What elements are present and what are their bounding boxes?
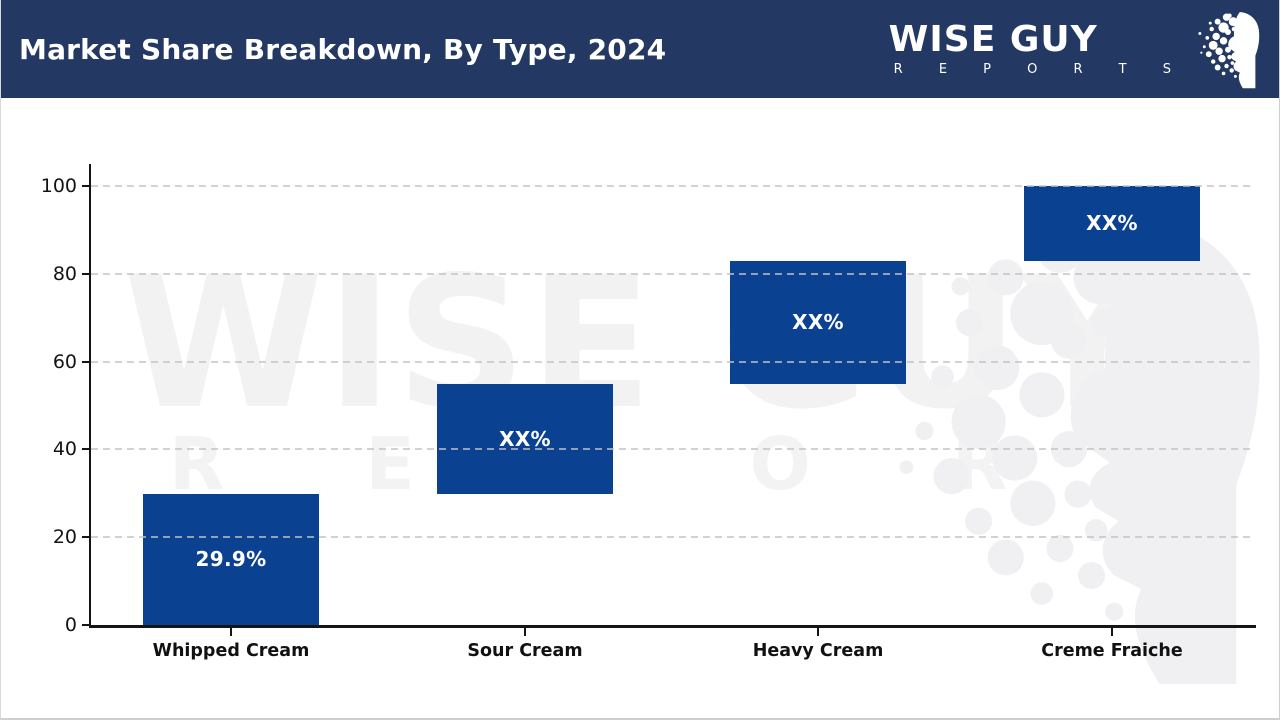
y-tick-label: 100 (40, 175, 77, 197)
x-axis-line (89, 625, 1256, 628)
gridline (91, 272, 1254, 275)
bar-value-label: XX% (499, 426, 551, 451)
header: Market Share Breakdown, By Type, 2024 WI… (1, 0, 1279, 98)
y-tick-mark (82, 272, 91, 275)
y-tick-label: 40 (52, 438, 77, 461)
y-tick-mark (82, 185, 91, 187)
x-axis-category-label: Whipped Cream (152, 641, 310, 661)
logo-wordmark-line1: WISE GUY (888, 18, 1098, 60)
bar-segment: XX% (437, 383, 613, 494)
x-tick-mark (524, 628, 526, 636)
gridline (91, 360, 1254, 363)
x-axis-category-label: Creme Fraiche (1041, 641, 1183, 661)
gridline (91, 536, 1254, 539)
y-tick-mark (82, 448, 91, 451)
y-tick-label: 20 (52, 526, 77, 549)
x-tick-mark (817, 628, 819, 636)
x-tick-mark (1111, 628, 1113, 636)
gridline (91, 185, 1254, 187)
x-axis-category-label: Sour Cream (467, 641, 583, 661)
logo-head-icon (1191, 7, 1265, 91)
bar-segment: 29.9% (143, 493, 319, 625)
x-tick-mark (230, 628, 232, 636)
bar-segment: XX% (1024, 186, 1200, 261)
y-tick-label: 60 (52, 350, 77, 373)
y-tick-label: 0 (64, 614, 77, 636)
logo-wordmark: WISE GUY R E P O R T S (888, 18, 1187, 77)
brand-logo: WISE GUY R E P O R T S (889, 7, 1265, 91)
page-title: Market Share Breakdown, By Type, 2024 (19, 32, 667, 66)
bar-segment: XX% (730, 260, 906, 384)
logo-wordmark-line2: R E P O R T S (893, 61, 1187, 77)
bar-value-label: XX% (792, 310, 844, 335)
gridline (91, 448, 1254, 451)
y-tick-mark (82, 624, 91, 626)
x-axis-category-label: Heavy Cream (752, 641, 884, 661)
y-axis-line (89, 164, 91, 628)
bar-value-label: XX% (1086, 211, 1138, 236)
y-tick-mark (82, 360, 91, 363)
y-tick-label: 80 (52, 262, 77, 285)
bar-value-label: 29.9% (195, 547, 267, 572)
y-tick-mark (82, 536, 91, 539)
